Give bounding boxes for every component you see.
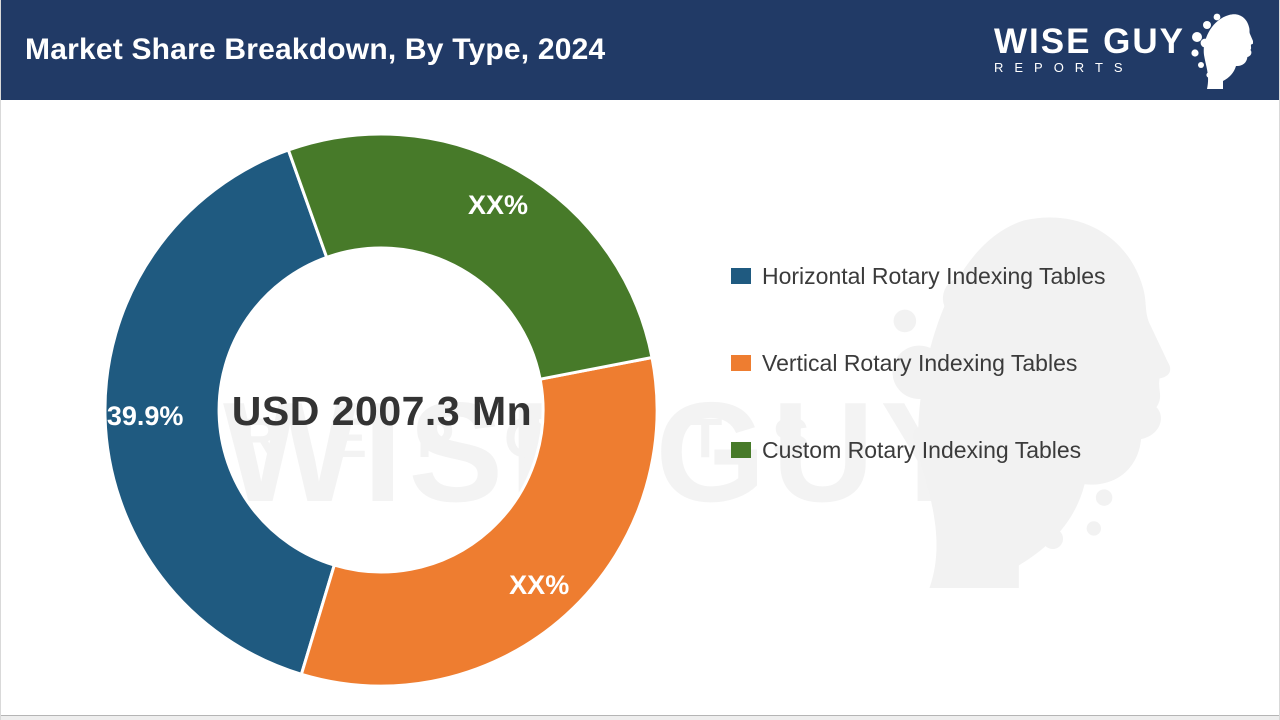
chart-area: WISE GUY REPORTS 39.9%XX%XX% USD 2007.3 … xyxy=(1,100,1279,715)
legend-item-custom: Custom Rotary Indexing Tables xyxy=(731,436,1105,464)
slice-percentage-label: XX% xyxy=(509,570,569,600)
legend-label: Horizontal Rotary Indexing Tables xyxy=(762,263,1106,289)
slice-percentage-label: XX% xyxy=(468,190,528,220)
legend-item-vertical: Vertical Rotary Indexing Tables xyxy=(731,349,1105,377)
brand-face-icon xyxy=(1191,13,1253,89)
donut-segment-1 xyxy=(299,356,659,688)
donut-segment-0 xyxy=(103,148,336,676)
header-bar: Market Share Breakdown, By Type, 2024 WI… xyxy=(1,0,1279,100)
legend-swatch-0 xyxy=(731,268,751,284)
brand-name: WISE GUY xyxy=(993,22,1185,61)
brand-logo-text: WISE GUY REPORTS xyxy=(993,22,1185,75)
donut-chart: 39.9% XX% XX% xyxy=(103,132,659,688)
legend-item-horizontal: Horizontal Rotary Indexing Tables xyxy=(731,262,1105,290)
legend-label: Custom Rotary Indexing Tables xyxy=(762,437,1082,463)
chart-center-value: USD 2007.3 Mn xyxy=(231,388,533,434)
slice-percentage-label: 39.9% xyxy=(107,401,184,431)
legend-swatch-1 xyxy=(731,355,751,371)
footer-bar xyxy=(1,715,1279,720)
brand-subtitle: REPORTS xyxy=(993,60,1134,75)
legend-label: Vertical Rotary Indexing Tables xyxy=(762,350,1078,376)
legend-swatch-2 xyxy=(731,442,751,458)
chart-legend: Horizontal Rotary Indexing Tables Vertic… xyxy=(731,262,1105,464)
page-title: Market Share Breakdown, By Type, 2024 xyxy=(25,33,606,66)
donut-segment-2 xyxy=(286,132,654,381)
brand-logo: WISE GUY REPORTS xyxy=(994,9,1253,91)
